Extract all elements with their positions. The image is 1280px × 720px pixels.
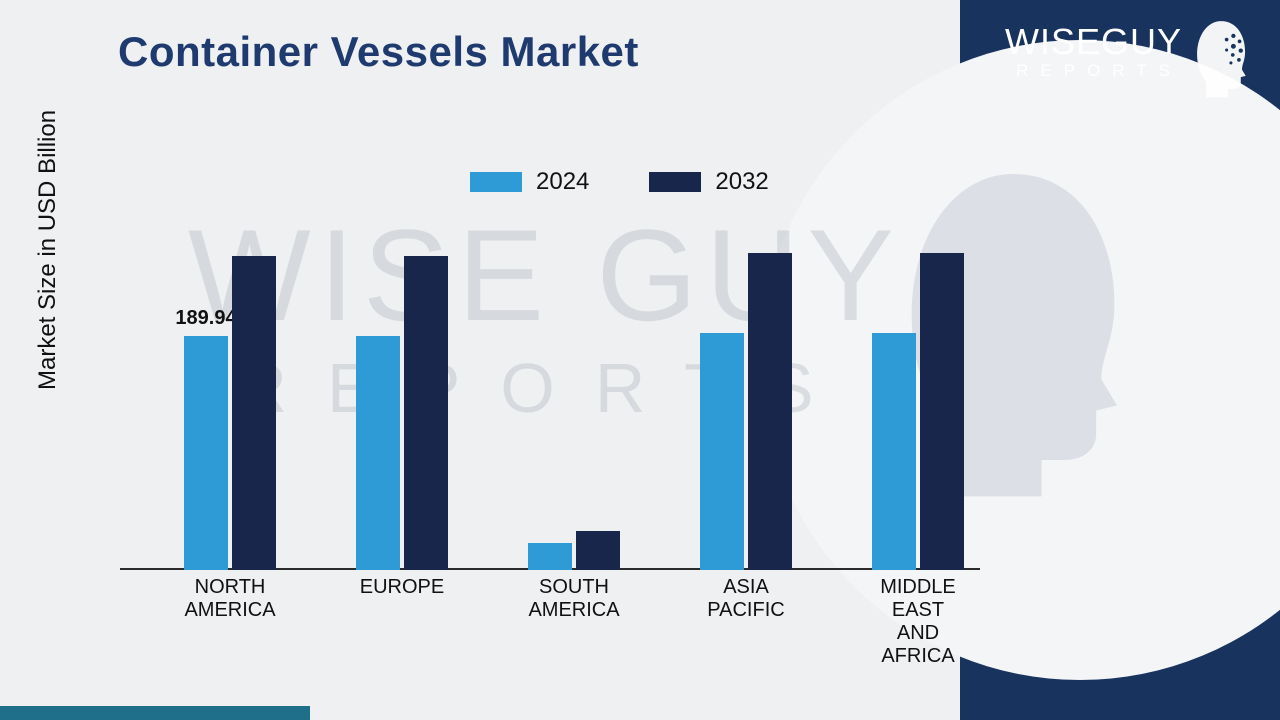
logo-line2: REPORTS [1005, 62, 1252, 79]
x-axis-label: EUROPE [322, 576, 482, 599]
y-axis-label: Market Size in USD Billion [34, 110, 62, 390]
legend-label: 2032 [715, 168, 768, 196]
bar [184, 336, 228, 570]
bar [700, 333, 744, 570]
legend-swatch [649, 172, 701, 192]
legend-item: 2024 [470, 168, 589, 196]
bar [576, 531, 620, 570]
brand-logo: WISEGUY REPORTS [1005, 24, 1252, 79]
chart-plot-area: 189.94 [120, 200, 980, 570]
logo-text-line2: REPORTS [1016, 61, 1182, 80]
bottom-accent-bar [0, 706, 310, 720]
x-axis-label: MIDDLEEASTANDAFRICA [838, 576, 998, 668]
legend: 2024 2032 [470, 168, 769, 196]
stage: WISEGUY REPORTS Container Vessels Market… [0, 0, 1280, 720]
bar [748, 253, 792, 570]
chart-title: Container Vessels Market [118, 28, 639, 76]
legend-label: 2024 [536, 168, 589, 196]
bar [920, 253, 964, 570]
bar [404, 256, 448, 571]
bar [356, 336, 400, 570]
x-axis-label: NORTHAMERICA [150, 576, 310, 622]
logo-line1: WISEGUY [1005, 24, 1252, 60]
bar [232, 256, 276, 571]
x-axis-label: SOUTHAMERICA [494, 576, 654, 622]
bar [528, 543, 572, 570]
legend-swatch [470, 172, 522, 192]
logo-text-line1: WISEGUY [1005, 21, 1182, 62]
legend-item: 2032 [649, 168, 768, 196]
bar [872, 333, 916, 570]
x-axis-label: ASIAPACIFIC [666, 576, 826, 622]
